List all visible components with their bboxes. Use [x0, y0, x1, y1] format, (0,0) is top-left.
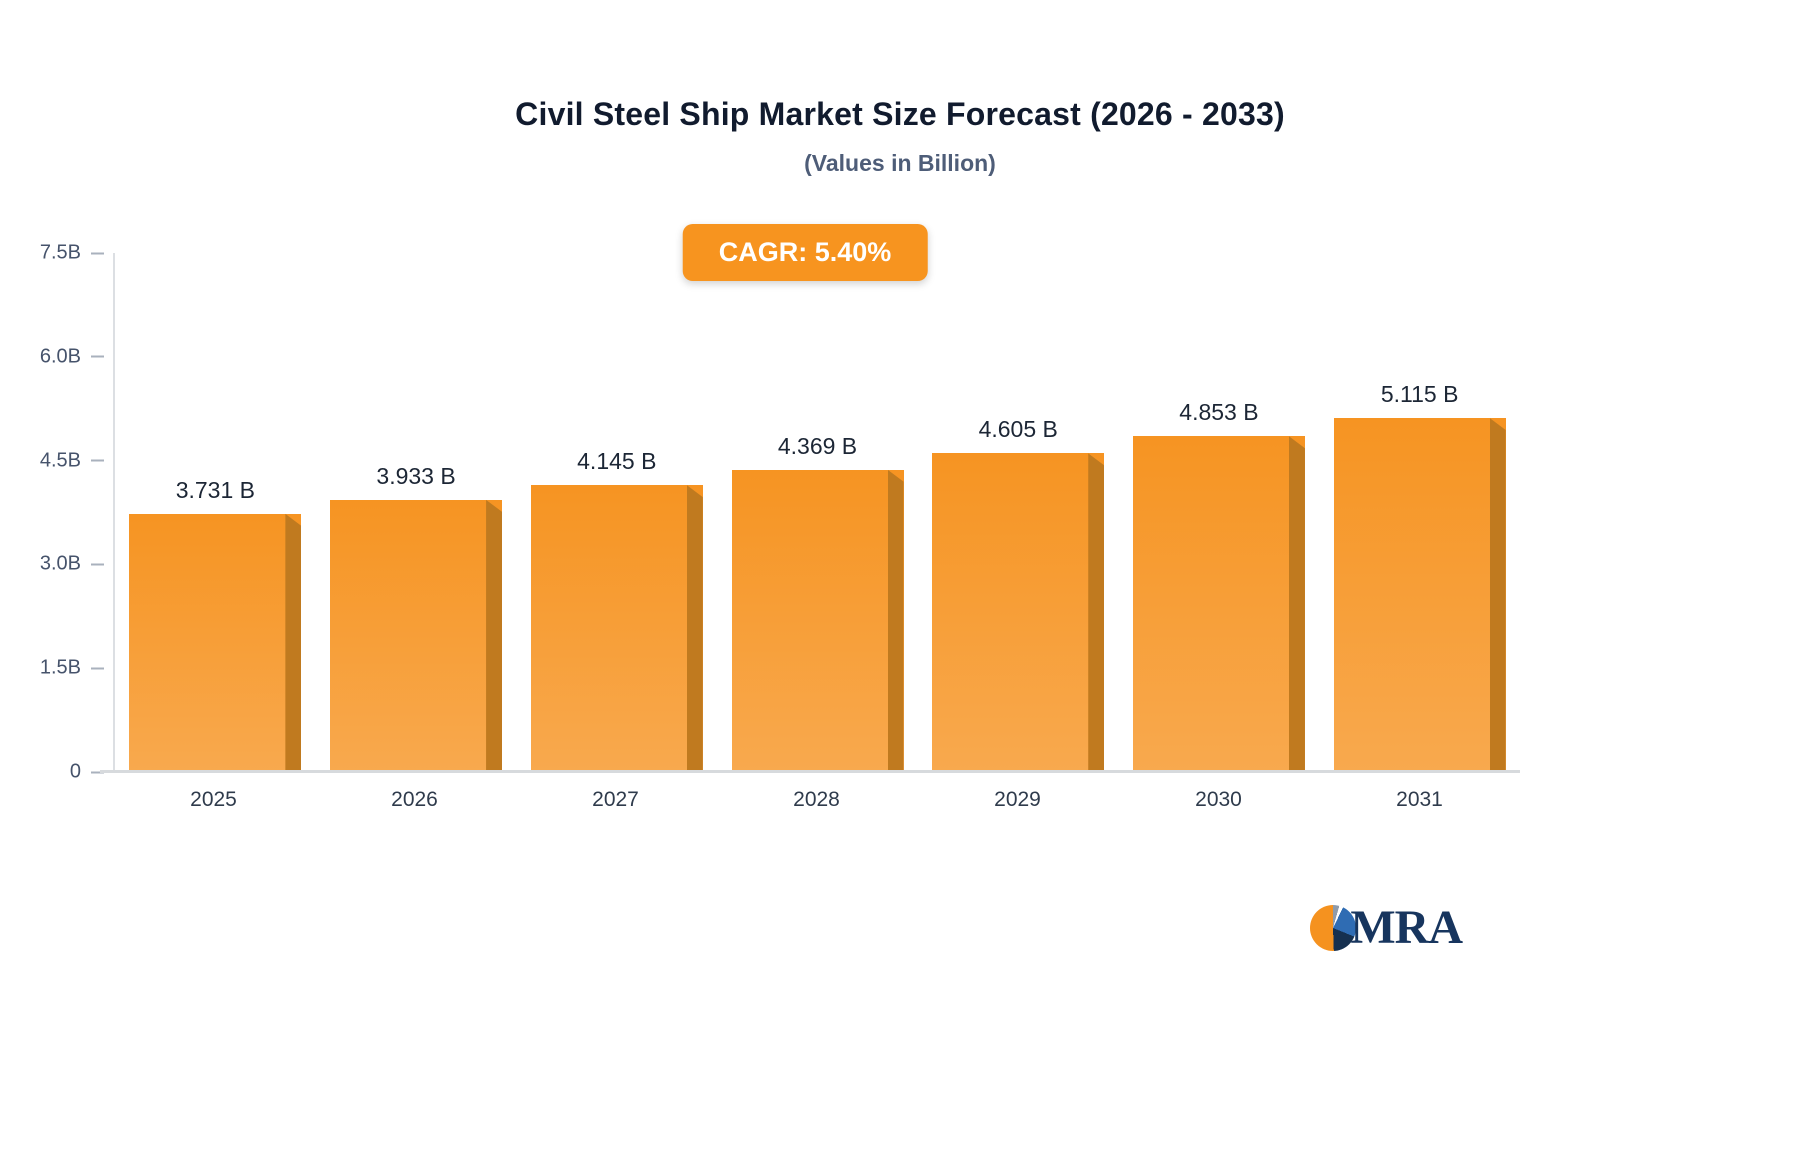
bar — [1132, 436, 1305, 772]
bar — [129, 513, 302, 772]
x-axis-label: 2030 — [1195, 788, 1242, 811]
y-tick-label: 6.0B — [39, 345, 81, 368]
y-tick-mark — [91, 355, 104, 358]
x-labels: 2025 2026 2027 2028 2029 2030 2031 — [113, 788, 1520, 812]
bar-value-label: 4.145 B — [577, 448, 657, 475]
y-tick-mark — [91, 563, 104, 566]
bar-3d-side — [1288, 436, 1305, 772]
y-tick-mark — [91, 771, 104, 773]
y-tick: 6.0B — [40, 345, 113, 368]
x-axis-label: 2026 — [391, 788, 438, 811]
bar-group: 3.933 B — [316, 253, 517, 772]
y-tick-label: 4.5B — [39, 449, 81, 472]
bar-value-label: 5.115 B — [1380, 381, 1459, 408]
chart-subtitle: (Values in Billion) — [804, 150, 996, 176]
x-axis-line — [100, 770, 1520, 773]
y-tick: 4.5B — [40, 449, 113, 472]
brand-name: MRA — [1350, 901, 1463, 954]
cagr-badge: CAGR: 5.40% — [682, 224, 928, 281]
y-tick-mark — [91, 252, 104, 254]
bar-chart: 0 1.5B 3.0B 4.5B 6.0B 7.5B 3.731 B 3.933 B 4.14… — [0, 242, 1800, 873]
y-tick-mark — [91, 459, 104, 462]
y-tick-label: 1.5B — [39, 656, 81, 679]
y-tick: 7.5B — [40, 242, 113, 265]
bar-3d-side — [285, 513, 302, 772]
x-axis-label: 2031 — [1396, 788, 1443, 811]
bar — [731, 469, 904, 772]
bar-group: 4.605 B — [918, 253, 1119, 772]
x-axis-label: 2028 — [793, 788, 840, 811]
bar — [530, 485, 703, 772]
bar-3d-side — [887, 469, 904, 772]
x-axis-label: 2027 — [592, 788, 639, 811]
y-tick-label: 3.0B — [39, 552, 81, 575]
bar-3d-side — [686, 485, 703, 772]
y-tick-label: 0 — [69, 760, 81, 783]
bar-group: 3.731 B — [115, 253, 316, 772]
bar-group: 4.145 B — [516, 253, 717, 772]
bar — [932, 453, 1105, 772]
bar-value-label: 4.605 B — [978, 416, 1058, 443]
bar — [330, 499, 503, 772]
y-tick-mark — [91, 667, 104, 670]
bar-value-label: 3.933 B — [376, 462, 456, 489]
y-tick: 0 — [70, 761, 113, 784]
bars: 3.731 B 3.933 B 4.145 B 4.369 B 4.605 B 4.853… — [115, 253, 1520, 772]
bar-group: 4.369 B — [717, 253, 918, 772]
bar-3d-side — [486, 499, 503, 772]
bar-value-label: 4.369 B — [777, 432, 858, 459]
y-tick: 1.5B — [40, 657, 113, 680]
plot-area: 3.731 B 3.933 B 4.145 B 4.369 B 4.605 B 4.853… — [113, 253, 1520, 772]
y-tick-label: 7.5B — [39, 241, 81, 264]
bar-3d-side — [1088, 453, 1105, 772]
y-axis: 0 1.5B 3.0B 4.5B 6.0B 7.5B — [0, 242, 113, 783]
bar-value-label: 3.731 B — [175, 476, 255, 503]
x-axis-label: 2029 — [994, 788, 1041, 811]
bar-value-label: 4.853 B — [1179, 399, 1259, 426]
x-axis-label: 2025 — [190, 788, 237, 811]
bar-3d-side — [1489, 418, 1506, 772]
bar — [1333, 418, 1506, 772]
bar-group: 5.115 B — [1319, 253, 1520, 772]
mra-pie-logo-icon — [1310, 904, 1357, 951]
bar-group: 4.853 B — [1119, 253, 1320, 772]
chart-title: Civil Steel Ship Market Size Forecast (2… — [515, 96, 1285, 132]
y-tick: 3.0B — [40, 553, 113, 576]
brand-logo: MRA — [1310, 900, 1463, 955]
